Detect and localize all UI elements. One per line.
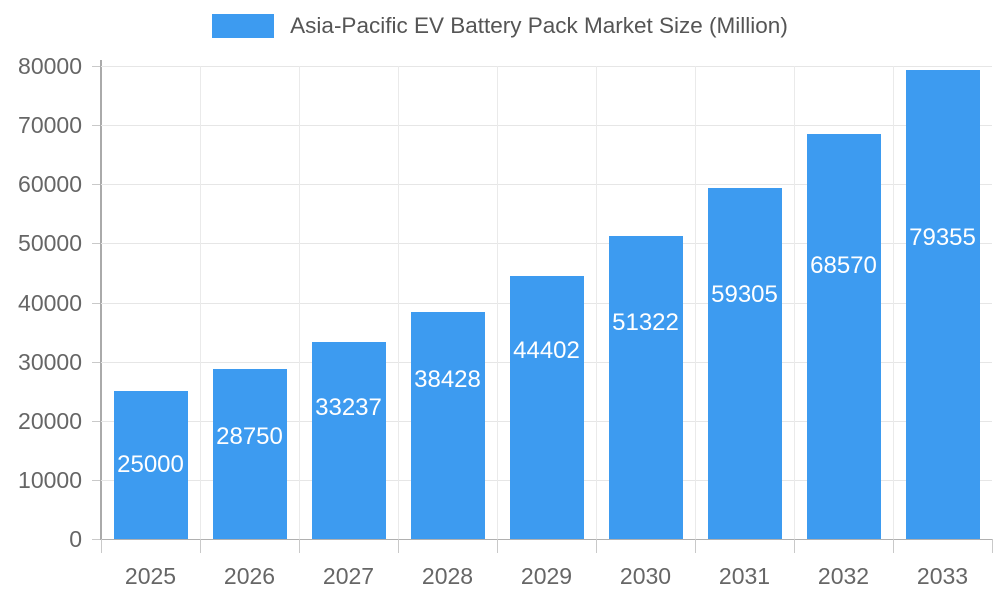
y-axis-tick-label: 30000 [18, 348, 82, 375]
bar-value-label: 33237 [315, 394, 382, 422]
category-separator [200, 66, 201, 539]
plot-area [101, 66, 992, 540]
gridline [101, 184, 992, 186]
bar[interactable] [509, 276, 584, 539]
y-axis-tick-label: 70000 [18, 112, 82, 139]
y-axis-tick-mark [92, 302, 100, 304]
gridline [101, 66, 992, 67]
y-axis-tick-label: 80000 [18, 53, 82, 79]
y-axis-tick-mark [92, 539, 100, 540]
y-axis-tick-mark [92, 361, 100, 363]
category-separator [299, 66, 300, 539]
x-axis-tick-label: 2032 [817, 563, 870, 589]
bar-value-label: 25000 [117, 451, 184, 478]
x-axis-tick-label: 2030 [619, 563, 672, 589]
category-separator [497, 66, 498, 539]
y-axis-tick-label: 50000 [18, 230, 82, 257]
y-axis-line [100, 60, 102, 540]
y-axis-tick-mark [92, 243, 100, 245]
bar-value-label: 79355 [909, 223, 976, 251]
y-axis-tick-mark [92, 66, 100, 67]
x-axis-tick-mark [299, 539, 300, 553]
legend-swatch-icon [212, 14, 275, 38]
y-axis-tick-label: 40000 [18, 289, 82, 316]
x-axis-tick-mark [992, 539, 993, 553]
x-axis-tick-mark [398, 539, 399, 553]
bar-value-label: 59305 [711, 280, 778, 308]
category-separator [794, 66, 795, 539]
category-separator [596, 66, 597, 539]
y-axis-tick-label: 0 [69, 526, 82, 552]
bar[interactable] [410, 311, 485, 539]
x-axis-tick-label: 2025 [124, 563, 177, 589]
bar[interactable] [905, 69, 980, 539]
gridline [101, 539, 992, 540]
y-axis-tick-mark [92, 125, 100, 127]
y-axis-tick-mark [92, 184, 100, 186]
bar[interactable] [212, 369, 287, 539]
y-axis-tick-mark [92, 420, 100, 422]
category-separator [893, 66, 894, 539]
bar[interactable] [113, 391, 188, 539]
bar-value-label: 44402 [513, 337, 580, 365]
bar-value-label: 68570 [810, 252, 877, 280]
x-axis-tick-label: 2029 [520, 563, 573, 589]
x-axis-tick-mark [101, 539, 102, 553]
y-axis-tick-mark [92, 479, 100, 481]
category-separator [398, 66, 399, 539]
gridline [101, 243, 992, 245]
x-axis-tick-mark [794, 539, 795, 553]
x-axis-tick-mark [200, 539, 201, 553]
y-axis-tick-label: 60000 [18, 171, 82, 198]
bar[interactable] [311, 342, 386, 539]
x-axis-tick-label: 2027 [322, 563, 375, 589]
x-axis-tick-label: 2026 [223, 563, 276, 589]
x-axis-tick-mark [497, 539, 498, 553]
chart-legend: Asia-Pacific EV Battery Pack Market Size… [0, 14, 1000, 38]
x-axis-tick-label: 2028 [421, 563, 474, 589]
gridline [101, 125, 992, 127]
legend-label: Asia-Pacific EV Battery Pack Market Size… [290, 12, 788, 38]
x-axis-tick-mark [695, 539, 696, 553]
x-axis-tick-label: 2033 [916, 563, 969, 589]
x-axis-tick-mark [893, 539, 894, 553]
category-separator [695, 66, 696, 539]
bar-value-label: 38428 [414, 365, 481, 393]
bar-value-label: 28750 [216, 422, 283, 450]
x-axis-tick-label: 2031 [718, 563, 771, 589]
x-axis-tick-mark [596, 539, 597, 553]
bar[interactable] [608, 235, 683, 539]
bar[interactable] [806, 133, 881, 539]
bar-value-label: 51322 [612, 309, 679, 336]
y-axis-tick-label: 10000 [18, 466, 82, 493]
y-axis-tick-label: 20000 [18, 407, 82, 434]
bar[interactable] [707, 188, 782, 539]
